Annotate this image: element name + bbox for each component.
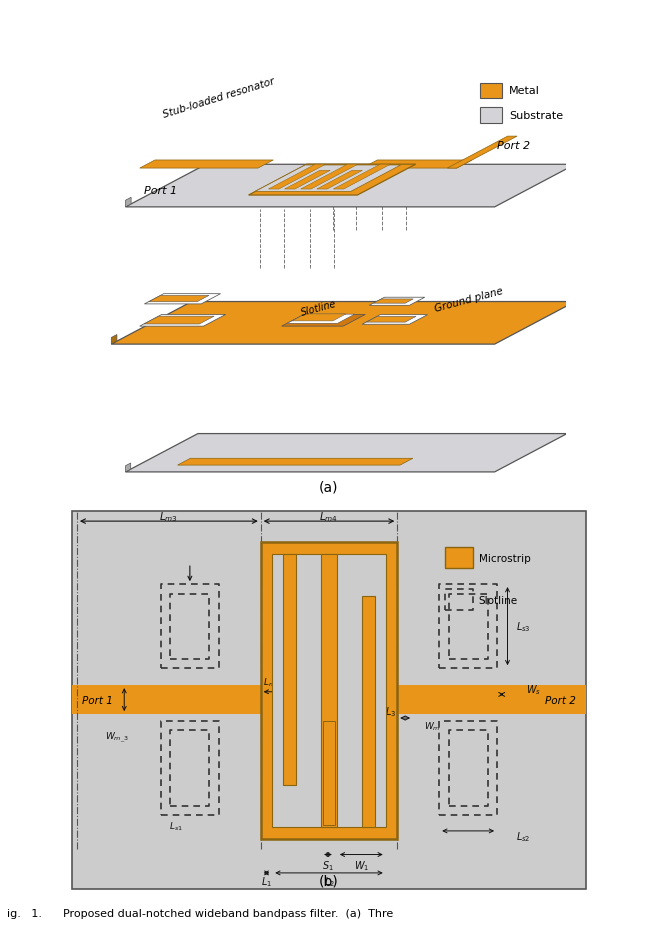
- Text: $W_{m\_3}$: $W_{m\_3}$: [105, 730, 128, 743]
- Text: $S_1$: $S_1$: [322, 858, 334, 872]
- Polygon shape: [178, 459, 413, 465]
- Text: $L_1$: $L_1$: [261, 874, 272, 888]
- Polygon shape: [367, 317, 416, 323]
- Polygon shape: [292, 314, 346, 322]
- Text: ig.   1.      Proposed dual-notched wideband bandpass filter.  (a)  Thre: ig. 1. Proposed dual-notched wideband ba…: [7, 908, 393, 918]
- Text: $W_s$: $W_s$: [526, 682, 542, 696]
- Text: $W_{m4}$: $W_{m4}$: [355, 743, 376, 756]
- Text: Stub-loaded resonator: Stub-loaded resonator: [162, 76, 276, 120]
- Polygon shape: [268, 165, 326, 190]
- Text: $W_1$: $W_1$: [353, 858, 369, 872]
- Text: Port 1: Port 1: [144, 185, 178, 196]
- Polygon shape: [447, 137, 517, 169]
- Bar: [321, 554, 337, 827]
- Text: Substrate: Substrate: [509, 111, 563, 121]
- Polygon shape: [249, 165, 416, 196]
- Bar: [161, 721, 218, 815]
- Bar: [480, 108, 502, 123]
- Bar: [449, 730, 488, 806]
- Bar: [362, 596, 375, 827]
- Polygon shape: [284, 171, 330, 190]
- Text: Microstrip: Microstrip: [478, 553, 530, 564]
- Text: $W_{m1}$: $W_{m1}$: [424, 720, 444, 732]
- Polygon shape: [255, 166, 401, 192]
- Bar: [170, 730, 209, 806]
- Polygon shape: [139, 315, 226, 327]
- Polygon shape: [126, 464, 131, 473]
- Text: Ground plane: Ground plane: [433, 286, 504, 313]
- Bar: [72, 685, 586, 715]
- Polygon shape: [316, 171, 363, 190]
- Polygon shape: [126, 165, 575, 208]
- Bar: [261, 542, 397, 839]
- Polygon shape: [288, 315, 355, 324]
- Polygon shape: [126, 434, 567, 473]
- Bar: [283, 554, 296, 785]
- Text: $L_{s3}$: $L_{s3}$: [516, 619, 530, 633]
- Polygon shape: [144, 295, 220, 305]
- Text: $L_{m3}$: $L_{m3}$: [159, 510, 178, 523]
- Bar: [161, 585, 218, 668]
- Polygon shape: [126, 198, 131, 208]
- Bar: [170, 594, 209, 659]
- Polygon shape: [149, 296, 209, 302]
- Polygon shape: [111, 336, 117, 345]
- Text: $L_{m1}$: $L_{m1}$: [263, 675, 280, 688]
- Polygon shape: [333, 165, 391, 190]
- Text: Slotline: Slotline: [300, 298, 338, 318]
- Polygon shape: [301, 165, 358, 190]
- Text: $W_{m2}$: $W_{m2}$: [347, 717, 368, 730]
- Text: (a): (a): [319, 479, 339, 493]
- Text: Metal: Metal: [509, 86, 540, 96]
- Bar: [323, 721, 335, 825]
- Polygon shape: [144, 317, 215, 324]
- Bar: [440, 721, 497, 815]
- Bar: [449, 594, 488, 659]
- Polygon shape: [362, 315, 428, 324]
- Text: (b): (b): [319, 874, 339, 888]
- Bar: [440, 585, 497, 668]
- Text: $L_2$: $L_2$: [324, 874, 334, 888]
- Bar: [445, 548, 473, 569]
- Bar: [272, 554, 386, 827]
- Polygon shape: [139, 160, 273, 169]
- Polygon shape: [111, 302, 575, 345]
- Polygon shape: [369, 298, 425, 306]
- Text: $L_{m2}$: $L_{m2}$: [344, 613, 361, 627]
- Text: $L_{m4}$: $L_{m4}$: [320, 510, 338, 523]
- Text: $L_{s2}$: $L_{s2}$: [516, 830, 530, 844]
- Polygon shape: [374, 299, 413, 304]
- Text: Port 2: Port 2: [497, 141, 530, 150]
- Text: Port 1: Port 1: [82, 695, 113, 705]
- Bar: [480, 83, 502, 99]
- Polygon shape: [282, 315, 365, 327]
- Text: $L_3$: $L_3$: [386, 705, 397, 718]
- Polygon shape: [362, 160, 472, 169]
- Text: Port 2: Port 2: [545, 695, 576, 705]
- Text: Slotline: Slotline: [478, 595, 518, 605]
- Text: $L_{s1}$: $L_{s1}$: [169, 819, 183, 832]
